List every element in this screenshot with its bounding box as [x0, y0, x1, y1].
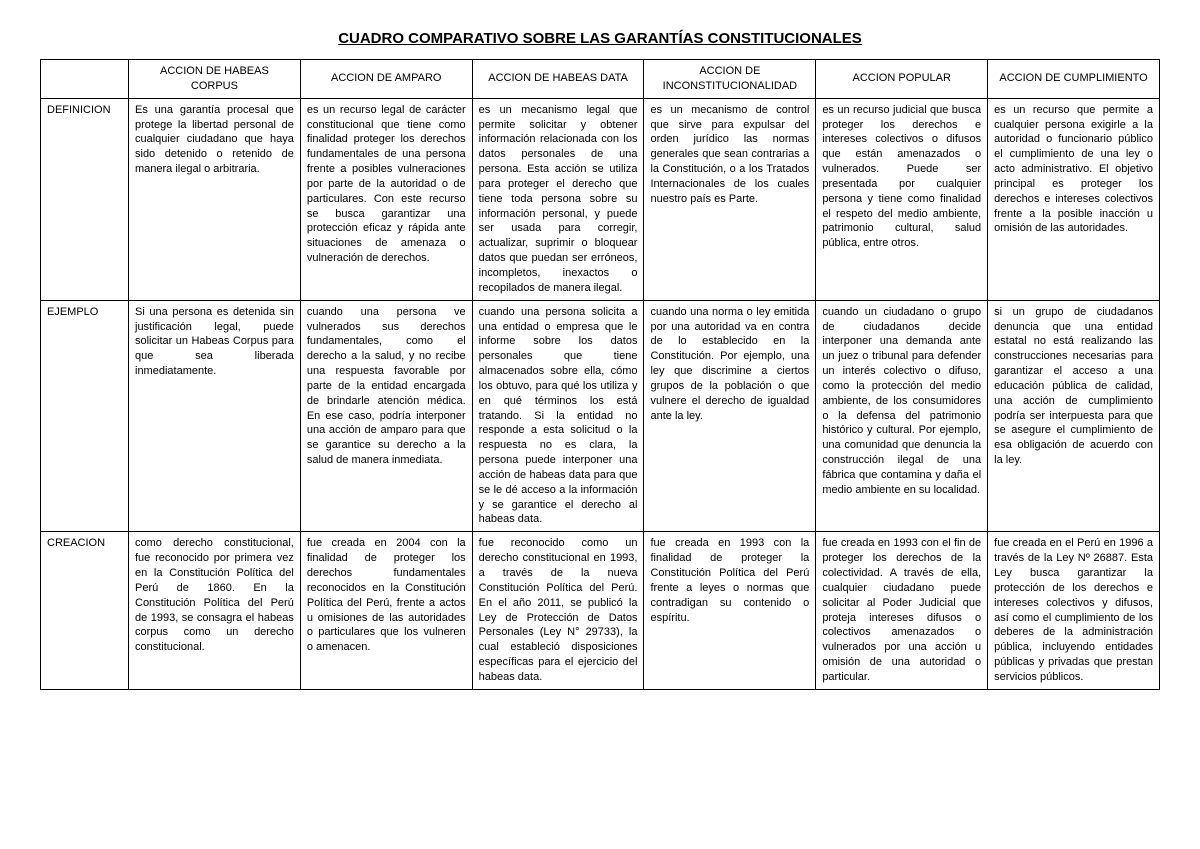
- cell: fue creada en el Perú en 1996 a través d…: [988, 532, 1160, 689]
- col-header: ACCION DE AMPARO: [300, 60, 472, 99]
- table-row: EJEMPLO Si una persona es detenida sin j…: [41, 300, 1160, 532]
- col-header: ACCION DE HABEAS CORPUS: [129, 60, 301, 99]
- cell: como derecho constitucional, fue reconoc…: [129, 532, 301, 689]
- cell: si un grupo de ciudadanos denuncia que u…: [988, 300, 1160, 532]
- cell: fue reconocido como un derecho constituc…: [472, 532, 644, 689]
- cell: fue creada en 1993 con el fin de protege…: [816, 532, 988, 689]
- cell: es un mecanismo legal que permite solici…: [472, 98, 644, 300]
- corner-cell: [41, 60, 129, 99]
- cell: es un mecanismo de control que sirve par…: [644, 98, 816, 300]
- header-row: ACCION DE HABEAS CORPUS ACCION DE AMPARO…: [41, 60, 1160, 99]
- cell: cuando una persona ve vulnerados sus der…: [300, 300, 472, 532]
- row-header-ejemplo: EJEMPLO: [41, 300, 129, 532]
- document-title: CUADRO COMPARATIVO SOBRE LAS GARANTÍAS C…: [40, 30, 1160, 47]
- table-row: DEFINICION Es una garantía procesal que …: [41, 98, 1160, 300]
- cell: Es una garantía procesal que protege la …: [129, 98, 301, 300]
- comparison-table: ACCION DE HABEAS CORPUS ACCION DE AMPARO…: [40, 59, 1160, 690]
- row-header-definicion: DEFINICION: [41, 98, 129, 300]
- cell: es un recurso que permite a cualquier pe…: [988, 98, 1160, 300]
- cell: fue creada en 2004 con la finalidad de p…: [300, 532, 472, 689]
- cell: cuando una persona solicita a una entida…: [472, 300, 644, 532]
- cell: cuando una norma o ley emitida por una a…: [644, 300, 816, 532]
- cell: es un recurso legal de carácter constitu…: [300, 98, 472, 300]
- col-header: ACCION POPULAR: [816, 60, 988, 99]
- cell: Si una persona es detenida sin justifica…: [129, 300, 301, 532]
- row-header-creacion: CREACION: [41, 532, 129, 689]
- col-header: ACCION DE HABEAS DATA: [472, 60, 644, 99]
- cell: es un recurso judicial que busca protege…: [816, 98, 988, 300]
- col-header: ACCION DE CUMPLIMIENTO: [988, 60, 1160, 99]
- cell: fue creada en 1993 con la finalidad de p…: [644, 532, 816, 689]
- cell: cuando un ciudadano o grupo de ciudadano…: [816, 300, 988, 532]
- table-row: CREACION como derecho constitucional, fu…: [41, 532, 1160, 689]
- col-header: ACCION DE INCONSTITUCIONALIDAD: [644, 60, 816, 99]
